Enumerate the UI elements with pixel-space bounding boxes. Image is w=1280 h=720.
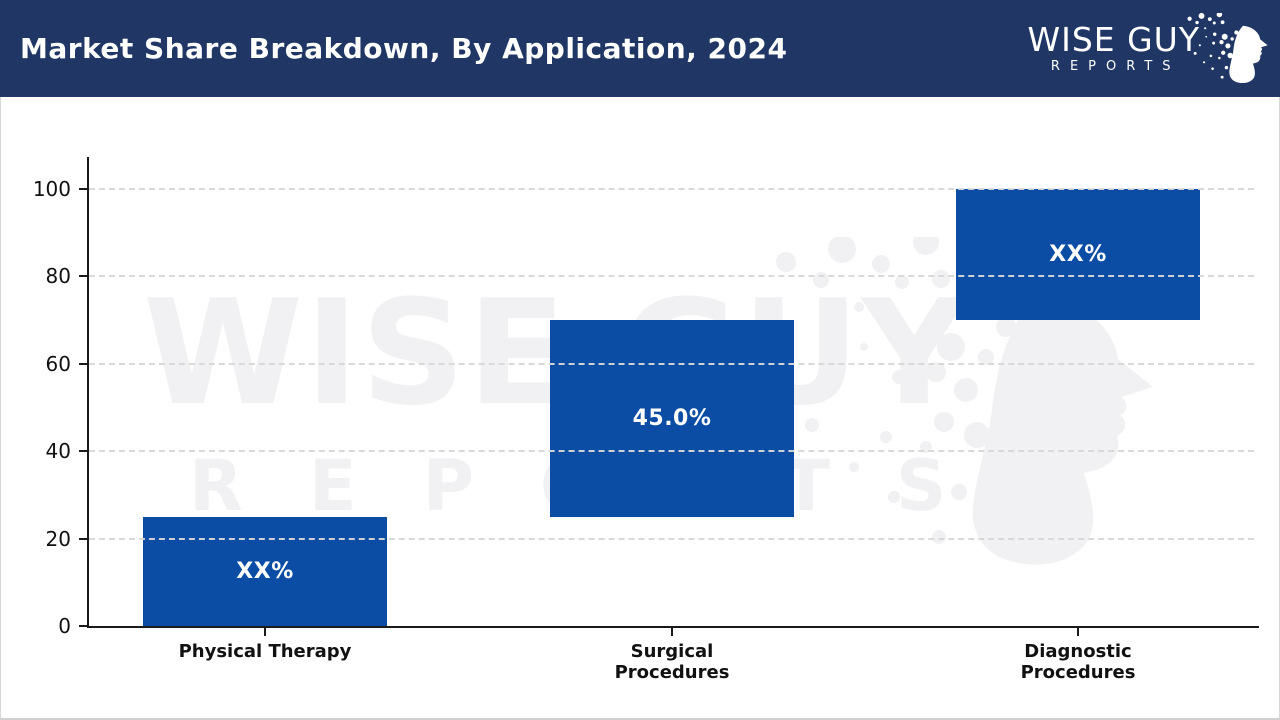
logo-wordmark: WISE GUY (1027, 20, 1200, 59)
y-tick-mark-20 (79, 537, 87, 540)
x-axis-line (87, 626, 1259, 628)
gridline-20 (89, 537, 1254, 540)
chart-title: Market Share Breakdown, By Application, … (20, 32, 788, 65)
x-tick-mark-physical-therapy (264, 628, 266, 636)
y-tick-label-40: 40 (45, 439, 71, 464)
y-tick-label-20: 20 (45, 526, 71, 551)
y-tick-mark-40 (79, 450, 87, 453)
brand-logo: WISE GUY REPORTS (1027, 12, 1270, 85)
bar-physical-therapy: XX% (143, 516, 387, 626)
gridline-60 (89, 362, 1254, 365)
bar-value-label-physical-therapy: XX% (236, 558, 294, 584)
x-tick-label-physical-therapy: Physical Therapy (178, 641, 352, 662)
x-tick-mark-diagnostic-procedures (1077, 628, 1079, 636)
bar-value-label-diagnostic-procedures: XX% (1049, 242, 1107, 268)
gridline-40 (89, 450, 1254, 453)
bar-diagnostic-procedures: XX% (956, 189, 1200, 321)
brand-logo-text: WISE GUY REPORTS (1027, 23, 1200, 74)
x-tick-label-diagnostic-procedures: Diagnostic Procedures (1020, 641, 1136, 683)
logo-subtext: REPORTS (1050, 59, 1181, 74)
gridline-100 (89, 188, 1254, 190)
y-tick-mark-0 (79, 625, 87, 627)
y-tick-label-60: 60 (45, 351, 71, 376)
gridline-80 (89, 275, 1254, 278)
bar-surgical-procedures: 45.0% (550, 320, 794, 517)
header-bar: Market Share Breakdown, By Application, … (0, 0, 1280, 97)
y-tick-mark-100 (79, 188, 87, 190)
y-tick-mark-80 (79, 275, 87, 278)
bar-value-label-surgical-procedures: 45.0% (632, 405, 712, 431)
y-tick-label-0: 0 (58, 614, 71, 638)
chart-canvas: WISE GUY REPORTS XX%45.0%XX% 02040608010… (0, 97, 1280, 720)
x-tick-mark-surgical-procedures (671, 628, 673, 636)
y-tick-label-80: 80 (45, 264, 71, 289)
x-tick-label-surgical-procedures: Surgical Procedures (614, 641, 730, 683)
y-axis-line (87, 157, 89, 628)
y-tick-mark-60 (79, 362, 87, 365)
y-tick-label-100: 100 (32, 177, 71, 201)
